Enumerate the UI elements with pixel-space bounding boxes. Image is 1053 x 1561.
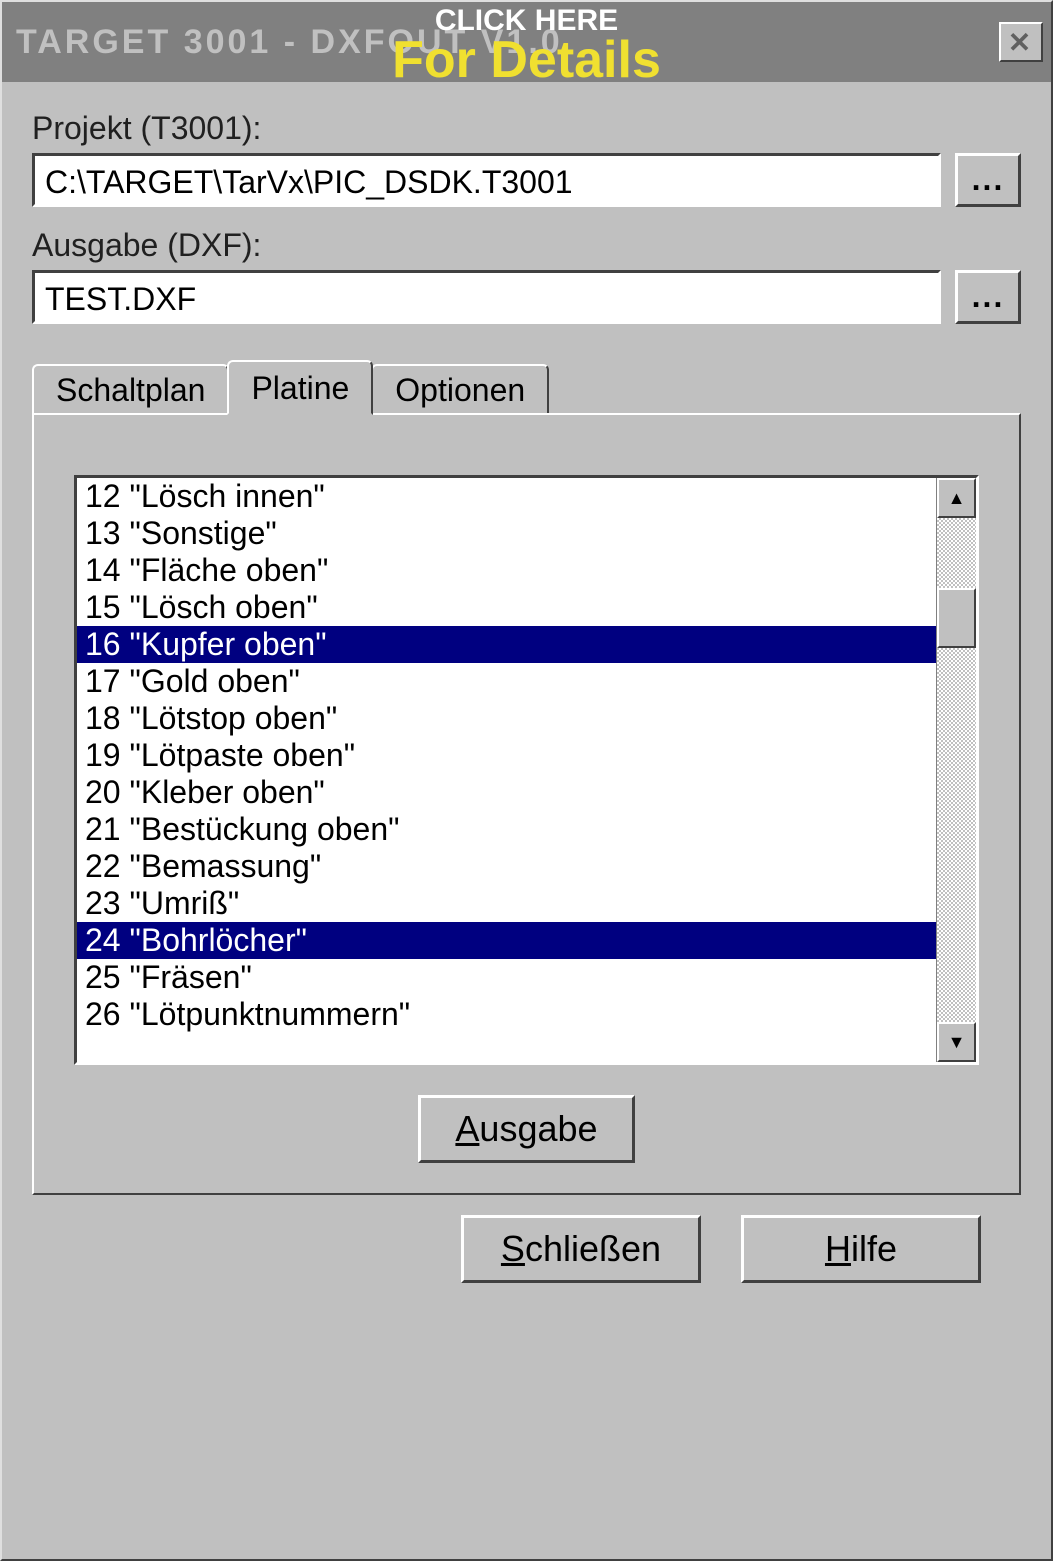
close-button[interactable]: ✕ [999, 22, 1043, 62]
titlebar: TARGET 3001 - DXFOUT V1.0 ✕ CLICK HERE F… [2, 2, 1051, 82]
output-label: Ausgabe (DXF): [32, 227, 1021, 264]
project-label: Projekt (T3001): [32, 110, 1021, 147]
list-item[interactable]: 14 "Fläche oben" [77, 552, 936, 589]
layer-listbox[interactable]: 12 "Lösch innen"13 "Sonstige"14 "Fläche … [74, 475, 979, 1065]
chevron-up-icon: ▲ [948, 488, 966, 509]
scroll-up-button[interactable]: ▲ [937, 478, 976, 518]
dialog-window: TARGET 3001 - DXFOUT V1.0 ✕ CLICK HERE F… [0, 0, 1053, 1561]
layer-listbox-inner[interactable]: 12 "Lösch innen"13 "Sonstige"14 "Fläche … [77, 478, 936, 1062]
list-item[interactable]: 23 "Umriß" [77, 885, 936, 922]
tab-optionen[interactable]: Optionen [371, 364, 549, 413]
window-title: TARGET 3001 - DXFOUT V1.0 [16, 23, 999, 62]
list-item[interactable]: 20 "Kleber oben" [77, 774, 936, 811]
tab-platine[interactable]: Platine [227, 360, 373, 415]
chevron-down-icon: ▼ [948, 1032, 966, 1053]
project-row: C:\TARGET\TarVx\PIC_DSDK.T3001 ... [32, 153, 1021, 207]
tab-pane-platine: 12 "Lösch innen"13 "Sonstige"14 "Fläche … [32, 413, 1021, 1195]
list-item[interactable]: 13 "Sonstige" [77, 515, 936, 552]
close-icon: ✕ [1008, 26, 1034, 59]
hilfe-button[interactable]: Hilfe [741, 1215, 981, 1283]
output-browse-button[interactable]: ... [955, 270, 1021, 324]
list-item[interactable]: 15 "Lösch oben" [77, 589, 936, 626]
project-input[interactable]: C:\TARGET\TarVx\PIC_DSDK.T3001 [32, 153, 941, 207]
output-row: TEST.DXF ... [32, 270, 1021, 324]
list-item[interactable]: 16 "Kupfer oben" [77, 626, 936, 663]
schliessen-button[interactable]: Schließen [461, 1215, 701, 1283]
list-item[interactable]: 26 "Lötpunktnummern" [77, 996, 936, 1033]
list-item[interactable]: 12 "Lösch innen" [77, 478, 936, 515]
list-item[interactable]: 19 "Lötpaste oben" [77, 737, 936, 774]
tabs-area: SchaltplanPlatineOptionen 12 "Lösch inne… [32, 358, 1021, 1195]
scrollbar[interactable]: ▲ ▼ [936, 478, 976, 1062]
scroll-track[interactable] [937, 518, 976, 1022]
scroll-thumb[interactable] [937, 588, 976, 648]
dialog-content: Projekt (T3001): C:\TARGET\TarVx\PIC_DSD… [2, 82, 1051, 1559]
ausgabe-row: Ausgabe [74, 1095, 979, 1163]
ellipsis-icon: ... [972, 161, 1005, 198]
tab-row: SchaltplanPlatineOptionen [32, 358, 1021, 413]
list-item[interactable]: 18 "Lötstop oben" [77, 700, 936, 737]
list-item[interactable]: 22 "Bemassung" [77, 848, 936, 885]
output-input[interactable]: TEST.DXF [32, 270, 941, 324]
scroll-down-button[interactable]: ▼ [937, 1022, 976, 1062]
project-browse-button[interactable]: ... [955, 153, 1021, 207]
list-item[interactable]: 24 "Bohrlöcher" [77, 922, 936, 959]
ellipsis-icon: ... [972, 278, 1005, 315]
bottom-button-row: Schließen Hilfe [32, 1195, 1021, 1283]
list-item[interactable]: 21 "Bestückung oben" [77, 811, 936, 848]
tab-schaltplan[interactable]: Schaltplan [32, 364, 229, 413]
ausgabe-button[interactable]: Ausgabe [418, 1095, 634, 1163]
list-item[interactable]: 17 "Gold oben" [77, 663, 936, 700]
list-item[interactable]: 25 "Fräsen" [77, 959, 936, 996]
